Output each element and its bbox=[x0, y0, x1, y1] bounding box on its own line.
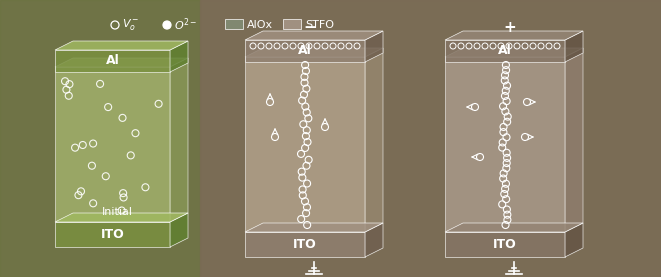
Polygon shape bbox=[565, 31, 583, 62]
Polygon shape bbox=[170, 58, 188, 222]
Polygon shape bbox=[445, 40, 565, 62]
Text: −: − bbox=[303, 19, 317, 35]
Polygon shape bbox=[55, 67, 170, 222]
Text: $V_o^-$: $V_o^-$ bbox=[122, 17, 139, 32]
Text: ITO: ITO bbox=[493, 238, 517, 252]
Bar bbox=[283, 19, 301, 29]
Polygon shape bbox=[55, 50, 170, 72]
Text: ITO: ITO bbox=[293, 238, 317, 252]
Polygon shape bbox=[170, 41, 188, 72]
Polygon shape bbox=[365, 223, 383, 257]
Polygon shape bbox=[245, 48, 383, 57]
Polygon shape bbox=[55, 58, 188, 67]
Text: ITO: ITO bbox=[100, 229, 124, 242]
Polygon shape bbox=[55, 213, 188, 222]
Text: $O^{2-}$: $O^{2-}$ bbox=[174, 17, 198, 33]
Polygon shape bbox=[565, 223, 583, 257]
Text: Initial: Initial bbox=[102, 207, 133, 217]
Polygon shape bbox=[445, 57, 565, 232]
Circle shape bbox=[163, 21, 171, 29]
Polygon shape bbox=[55, 222, 170, 247]
Polygon shape bbox=[445, 48, 583, 57]
Polygon shape bbox=[365, 48, 383, 232]
Text: +: + bbox=[504, 19, 516, 35]
Polygon shape bbox=[445, 31, 583, 40]
Polygon shape bbox=[445, 232, 565, 257]
Polygon shape bbox=[245, 223, 383, 232]
Bar bbox=[200, 0, 661, 277]
Text: Al: Al bbox=[498, 45, 512, 58]
Polygon shape bbox=[365, 31, 383, 62]
Text: STFO: STFO bbox=[305, 20, 334, 30]
Polygon shape bbox=[245, 57, 365, 232]
Polygon shape bbox=[245, 232, 365, 257]
Polygon shape bbox=[170, 213, 188, 247]
Text: Al: Al bbox=[298, 45, 312, 58]
Polygon shape bbox=[245, 40, 365, 62]
Bar bbox=[225, 19, 243, 29]
Polygon shape bbox=[445, 223, 583, 232]
Bar bbox=[0, 0, 200, 277]
Polygon shape bbox=[245, 31, 383, 40]
Polygon shape bbox=[55, 41, 188, 50]
Polygon shape bbox=[565, 48, 583, 232]
Text: AlOx: AlOx bbox=[247, 20, 273, 30]
Text: Al: Al bbox=[106, 55, 120, 68]
